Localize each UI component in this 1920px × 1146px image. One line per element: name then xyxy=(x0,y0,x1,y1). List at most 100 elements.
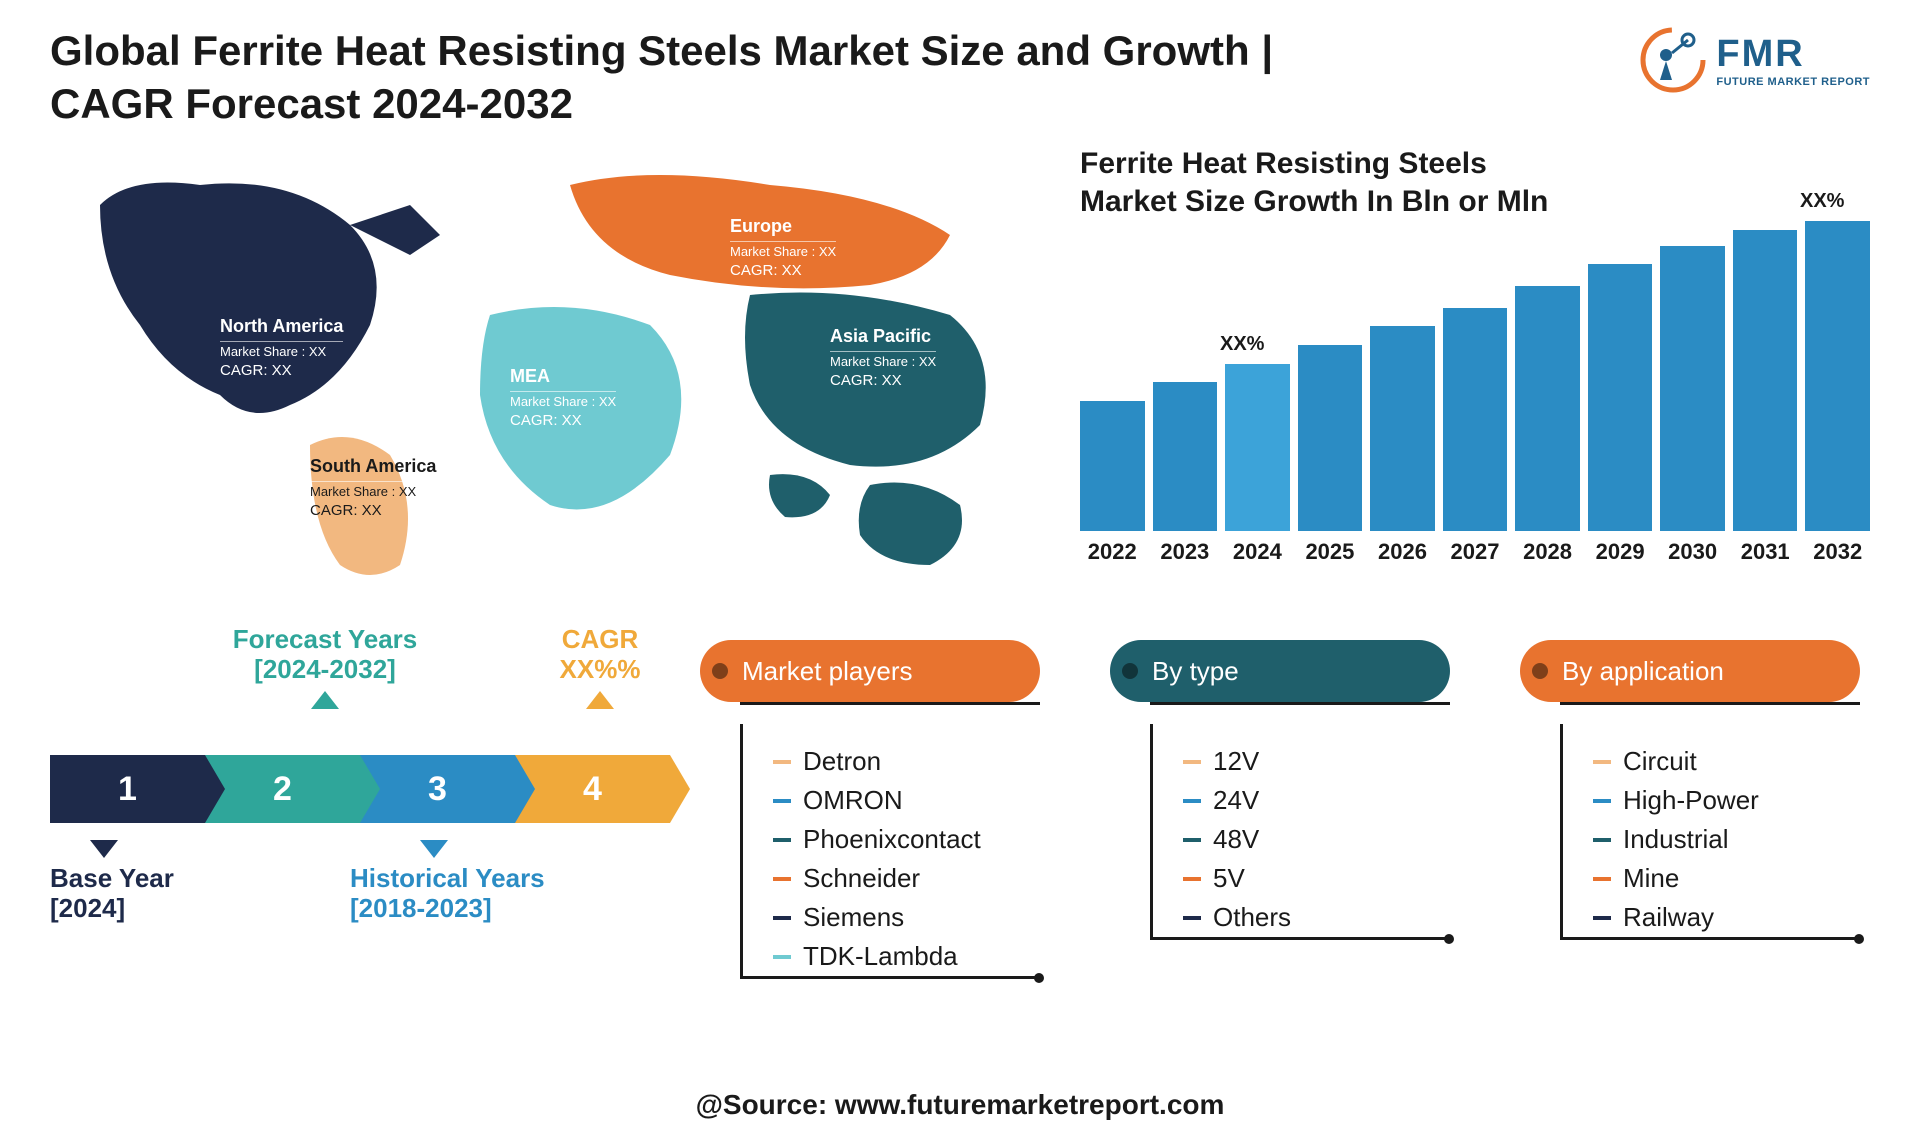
bar-rect xyxy=(1225,364,1290,531)
tick-icon xyxy=(1183,916,1201,920)
bar-year-label: 2022 xyxy=(1088,539,1137,565)
bar-2026: 2026 xyxy=(1370,326,1435,565)
bar-year-label: 2025 xyxy=(1305,539,1354,565)
tl-cagr-title: CAGR xyxy=(535,625,665,655)
bar-rect xyxy=(1660,246,1725,531)
timeline-seg-3: 3 xyxy=(360,755,515,823)
timeline-seg-1: 1 xyxy=(50,755,205,823)
page-title: Global Ferrite Heat Resisting Steels Mar… xyxy=(50,25,1400,130)
bar-rect xyxy=(1733,230,1798,531)
tl-hist-sub: [2018-2023] xyxy=(350,894,610,924)
category-item-label: Phoenixcontact xyxy=(803,824,981,855)
bar-2028: 2028 xyxy=(1515,286,1580,565)
category-item: 48V xyxy=(1183,820,1450,859)
category-item-label: Mine xyxy=(1623,863,1679,894)
category-item: Circuit xyxy=(1593,742,1860,781)
tl-forecast-sub: [2024-2032] xyxy=(215,655,435,685)
bar-chart: Ferrite Heat Resisting Steels Market Siz… xyxy=(1060,145,1870,585)
chart-title: Ferrite Heat Resisting Steels Market Siz… xyxy=(1080,145,1580,220)
bar-rect xyxy=(1080,401,1145,531)
bar-year-label: 2027 xyxy=(1451,539,1500,565)
region-label-mea: MEAMarket Share : XXCAGR: XX xyxy=(510,365,616,431)
category-item: Mine xyxy=(1593,859,1860,898)
mid-row: North AmericaMarket Share : XXCAGR: XXSo… xyxy=(50,145,1870,585)
category-item: Detron xyxy=(773,742,1040,781)
bar-2022: 2022 xyxy=(1080,401,1145,565)
category-item: Others xyxy=(1183,898,1450,937)
tick-icon xyxy=(1183,760,1201,764)
bar-rect xyxy=(1515,286,1580,531)
category-by-application: By application Circuit High-Power Industria… xyxy=(1520,640,1860,979)
category-item-label: Schneider xyxy=(803,863,920,894)
region-label-south-america: South AmericaMarket Share : XXCAGR: XX xyxy=(310,455,436,521)
tl-historical: Historical Years [2018-2023] xyxy=(350,840,610,924)
bar-rect xyxy=(1370,326,1435,531)
bar-container: 2022202320242025202620272028202920302031… xyxy=(1080,230,1870,565)
category-list: Circuit High-Power Industrial Mine Railway xyxy=(1560,742,1860,937)
category-item: TDK-Lambda xyxy=(773,937,1040,976)
category-item-label: Railway xyxy=(1623,902,1714,933)
tick-icon xyxy=(1593,916,1611,920)
category-by-type: By type 12V 24V48V 5V Others xyxy=(1110,640,1450,979)
category-header: By type xyxy=(1110,640,1450,702)
category-item-label: Industrial xyxy=(1623,824,1729,855)
category-list: Detron OMRON Phoenixcontact Schneider Siemen… xyxy=(740,742,1040,976)
tick-icon xyxy=(773,760,791,764)
tl-forecast-title: Forecast Years xyxy=(215,625,435,655)
category-item: High-Power xyxy=(1593,781,1860,820)
category-item-label: 12V xyxy=(1213,746,1259,777)
bar-callout: XX% xyxy=(1220,333,1264,356)
tick-icon xyxy=(773,916,791,920)
categories-row: Market playersDetronOMRONPhoenixcontactS… xyxy=(700,640,1860,979)
category-item: 5V xyxy=(1183,859,1450,898)
tick-icon xyxy=(773,955,791,959)
bar-year-label: 2032 xyxy=(1813,539,1862,565)
timeline: Forecast Years [2024-2032] CAGR XX%% 123… xyxy=(50,625,680,935)
source-line: @Source: www.futuremarketreport.com xyxy=(696,1089,1225,1121)
tl-forecast: Forecast Years [2024-2032] xyxy=(215,625,435,709)
bar-year-label: 2028 xyxy=(1523,539,1572,565)
category-item-label: OMRON xyxy=(803,785,903,816)
tl-base-title: Base Year xyxy=(50,864,250,894)
tick-icon xyxy=(773,838,791,842)
category-item-label: TDK-Lambda xyxy=(803,941,958,972)
category-item-label: 5V xyxy=(1213,863,1245,894)
bar-year-label: 2029 xyxy=(1596,539,1645,565)
tl-base: Base Year [2024] xyxy=(50,840,250,924)
category-item: Railway xyxy=(1593,898,1860,937)
tick-icon xyxy=(1183,838,1201,842)
tick-icon xyxy=(1183,799,1201,803)
category-item-label: High-Power xyxy=(1623,785,1759,816)
region-label-asia-pacific: Asia PacificMarket Share : XXCAGR: XX xyxy=(830,325,936,391)
bar-year-label: 2023 xyxy=(1160,539,1209,565)
category-item: Phoenixcontact xyxy=(773,820,1040,859)
bar-rect xyxy=(1588,264,1653,531)
logo-main: FMR xyxy=(1716,33,1870,76)
bar-callout: XX% xyxy=(1800,190,1844,213)
bar-2025: 2025 xyxy=(1298,345,1363,565)
tl-hist-title: Historical Years xyxy=(350,864,610,894)
bar-rect xyxy=(1443,308,1508,531)
tl-cagr-sub: XX%% xyxy=(535,655,665,685)
bar-2030: 2030 xyxy=(1660,246,1725,565)
bar-2029: 2029 xyxy=(1588,264,1653,565)
category-item-label: Circuit xyxy=(1623,746,1697,777)
category-item: Industrial xyxy=(1593,820,1860,859)
header-row: Global Ferrite Heat Resisting Steels Mar… xyxy=(50,25,1870,130)
tick-icon xyxy=(1593,838,1611,842)
category-item-label: Siemens xyxy=(803,902,904,933)
category-item-label: Others xyxy=(1213,902,1291,933)
logo: FMR FUTURE MARKET REPORT xyxy=(1638,25,1870,95)
bar-year-label: 2026 xyxy=(1378,539,1427,565)
bar-2027: 2027 xyxy=(1443,308,1508,565)
category-item: 24V xyxy=(1183,781,1450,820)
tick-icon xyxy=(1593,760,1611,764)
logo-text: FMR FUTURE MARKET REPORT xyxy=(1716,33,1870,88)
bar-year-label: 2030 xyxy=(1668,539,1717,565)
tick-icon xyxy=(773,877,791,881)
category-header: By application xyxy=(1520,640,1860,702)
tl-cagr: CAGR XX%% xyxy=(535,625,665,709)
bar-rect xyxy=(1298,345,1363,531)
category-item-label: Detron xyxy=(803,746,881,777)
bar-rect xyxy=(1805,221,1870,531)
